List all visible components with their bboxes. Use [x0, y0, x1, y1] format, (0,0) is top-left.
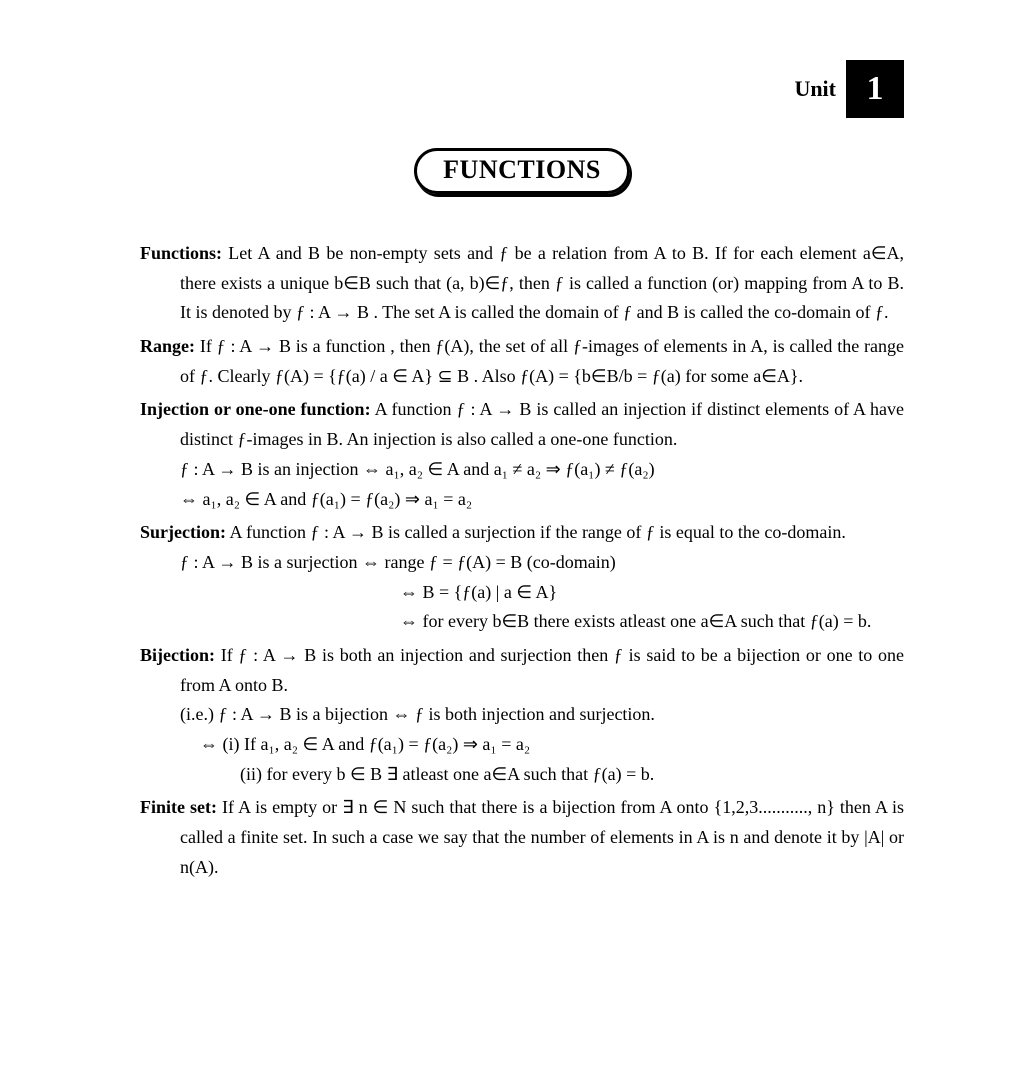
body-bijection: If ƒ : A → B is both an injection and su…	[180, 645, 904, 695]
page-title: FUNCTIONS	[414, 148, 630, 194]
unit-number-box: 1	[846, 60, 904, 118]
injection-line1: ƒ : A → B is an injection ⇔ a₁, a₂ ∈ A a…	[140, 455, 904, 485]
body-finite: If A is empty or ∃ n ∈ N such that there…	[180, 797, 904, 876]
heading-injection: Injection or one-one function:	[140, 399, 371, 419]
section-finite: Finite set: If A is empty or ∃ n ∈ N suc…	[140, 793, 904, 882]
body-range: If ƒ : A → B is a function , then ƒ(A), …	[180, 336, 904, 386]
injection-line2: ⇔ a₁, a₂ ∈ A and ƒ(a₁) = ƒ(a₂) ⇒ a₁ = a₂	[140, 485, 904, 515]
section-bijection: Bijection: If ƒ : A → B is both an injec…	[140, 641, 904, 789]
heading-functions: Functions:	[140, 243, 222, 263]
heading-finite: Finite set:	[140, 797, 217, 817]
bijection-item-i: ⇔ (i) If a₁, a₂ ∈ A and ƒ(a₁) = ƒ(a₂) ⇒ …	[140, 730, 904, 760]
heading-bijection: Bijection:	[140, 645, 215, 665]
heading-surjection: Surjection:	[140, 522, 226, 542]
bijection-item-ii: (ii) for every b ∈ B ∃ atleast one a∈A s…	[140, 760, 904, 790]
heading-range: Range:	[140, 336, 195, 356]
page: Unit 1 FUNCTIONS Functions: Let A and B …	[0, 0, 1024, 1087]
section-injection: Injection or one-one function: A functio…	[140, 395, 904, 514]
section-range: Range: If ƒ : A → B is a function , then…	[140, 332, 904, 391]
section-functions: Functions: Let A and B be non-empty sets…	[140, 239, 904, 328]
unit-label: Unit	[794, 76, 836, 102]
section-surjection: Surjection: A function ƒ : A → B is call…	[140, 518, 904, 637]
surjection-line2: ⇔ B = {ƒ(a) | a ∈ A}	[140, 578, 904, 608]
title-wrap: FUNCTIONS	[140, 148, 904, 194]
body-functions: Let A and B be non-empty sets and ƒ be a…	[180, 243, 904, 322]
surjection-line1: ƒ : A → B is a surjection ⇔ range ƒ = ƒ(…	[140, 548, 904, 578]
body-surjection: A function ƒ : A → B is called a surject…	[230, 522, 846, 542]
unit-header: Unit 1	[140, 60, 904, 118]
unit-number: 1	[867, 70, 884, 108]
content: Functions: Let A and B be non-empty sets…	[140, 239, 904, 882]
bijection-line1: (i.e.) ƒ : A → B is a bijection ⇔ ƒ is b…	[140, 700, 904, 730]
surjection-line3: ⇔ for every b∈B there exists atleast one…	[140, 607, 904, 637]
